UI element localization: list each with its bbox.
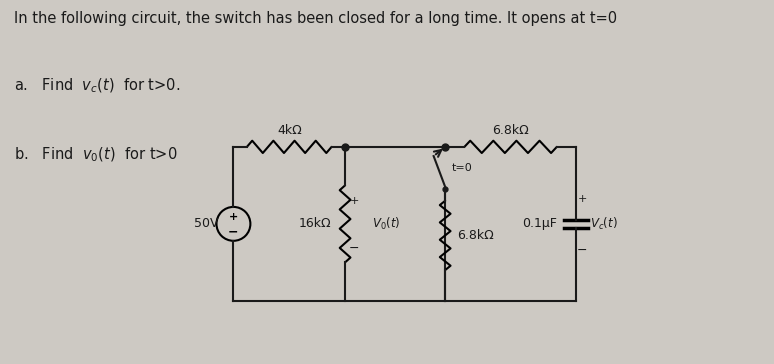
Text: 6.8kΩ: 6.8kΩ bbox=[457, 229, 494, 242]
Text: 6.8kΩ: 6.8kΩ bbox=[492, 124, 529, 137]
Text: −: − bbox=[577, 244, 587, 257]
Text: +: + bbox=[229, 212, 238, 222]
Text: 0.1μF: 0.1μF bbox=[522, 217, 557, 230]
Text: +: + bbox=[350, 196, 359, 206]
Text: $V_0(t)$: $V_0(t)$ bbox=[372, 216, 400, 232]
Text: t=0: t=0 bbox=[451, 163, 472, 173]
Text: 50V: 50V bbox=[194, 217, 219, 230]
Text: 16kΩ: 16kΩ bbox=[299, 217, 331, 230]
Text: In the following circuit, the switch has been closed for a long time. It opens a: In the following circuit, the switch has… bbox=[14, 11, 617, 26]
Text: −: − bbox=[349, 242, 360, 255]
Text: a.   Find  $v_c(t)$  for t>0.: a. Find $v_c(t)$ for t>0. bbox=[14, 76, 180, 95]
Text: $V_c(t)$: $V_c(t)$ bbox=[590, 216, 618, 232]
Text: +: + bbox=[577, 194, 587, 204]
Text: −: − bbox=[228, 225, 238, 238]
Text: b.   Find  $v_0(t)$  for t>0: b. Find $v_0(t)$ for t>0 bbox=[14, 146, 177, 164]
Text: 4kΩ: 4kΩ bbox=[277, 124, 302, 137]
